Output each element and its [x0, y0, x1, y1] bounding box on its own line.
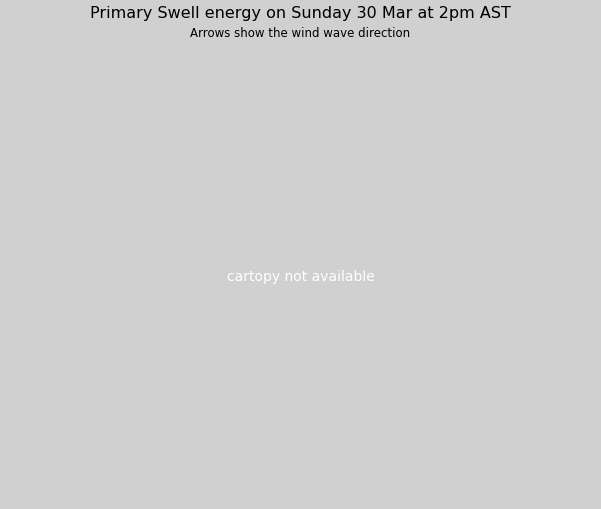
Text: Primary Swell energy on Sunday 30 Mar at 2pm AST: Primary Swell energy on Sunday 30 Mar at…: [90, 6, 511, 21]
Text: Arrows show the wind wave direction: Arrows show the wind wave direction: [191, 27, 410, 40]
Text: cartopy not available: cartopy not available: [227, 269, 374, 283]
